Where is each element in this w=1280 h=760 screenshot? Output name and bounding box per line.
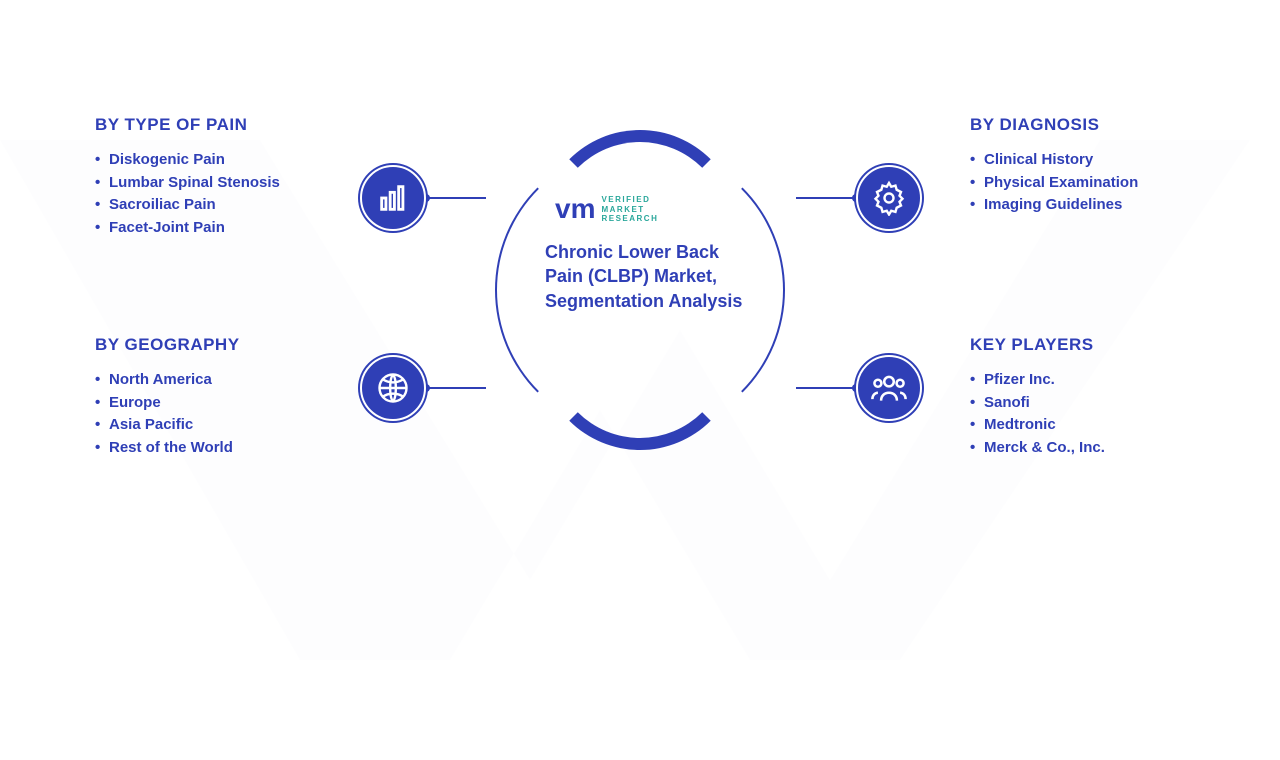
segment-title: BY DIAGNOSIS [970, 115, 1200, 135]
list-item: Clinical History [970, 149, 1200, 172]
logo-mark: vm [555, 195, 595, 223]
segment-list: Diskogenic Pain Lumbar Spinal Stenosis S… [95, 149, 325, 239]
gear-icon [856, 165, 922, 231]
list-item: Sanofi [970, 392, 1200, 415]
connector-tr [796, 197, 856, 199]
connector-br [796, 387, 856, 389]
list-item: Medtronic [970, 414, 1200, 437]
list-item: Imaging Guidelines [970, 194, 1200, 217]
segment-diagnosis: BY DIAGNOSIS Clinical History Physical E… [970, 115, 1200, 217]
list-item: Lumbar Spinal Stenosis [95, 172, 325, 195]
segment-title: KEY PLAYERS [970, 335, 1200, 355]
segment-key-players: KEY PLAYERS Pfizer Inc. Sanofi Medtronic… [970, 335, 1200, 459]
segment-type-of-pain: BY TYPE OF PAIN Diskogenic Pain Lumbar S… [95, 115, 325, 239]
list-item: Facet-Joint Pain [95, 217, 325, 240]
segment-title: BY TYPE OF PAIN [95, 115, 325, 135]
globe-icon [360, 355, 426, 421]
segment-geography: BY GEOGRAPHY North America Europe Asia P… [95, 335, 325, 459]
segment-list: North America Europe Asia Pacific Rest o… [95, 369, 325, 459]
connector-bl [426, 387, 486, 389]
list-item: North America [95, 369, 325, 392]
vmr-logo: vm VERIFIED MARKET RESEARCH [555, 195, 658, 224]
segment-list: Clinical History Physical Examination Im… [970, 149, 1200, 217]
list-item: Asia Pacific [95, 414, 325, 437]
infographic-root: vm VERIFIED MARKET RESEARCH Chronic Lowe… [0, 0, 1280, 720]
list-item: Sacroiliac Pain [95, 194, 325, 217]
list-item: Europe [95, 392, 325, 415]
logo-text: VERIFIED MARKET RESEARCH [601, 195, 658, 224]
center-hub: vm VERIFIED MARKET RESEARCH Chronic Lowe… [490, 140, 790, 440]
list-item: Merck & Co., Inc. [970, 437, 1200, 460]
center-title: Chronic Lower Back Pain (CLBP) Market, S… [545, 240, 745, 313]
list-item: Physical Examination [970, 172, 1200, 195]
bar-chart-icon [360, 165, 426, 231]
list-item: Diskogenic Pain [95, 149, 325, 172]
list-item: Rest of the World [95, 437, 325, 460]
list-item: Pfizer Inc. [970, 369, 1200, 392]
segment-list: Pfizer Inc. Sanofi Medtronic Merck & Co.… [970, 369, 1200, 459]
connector-tl [426, 197, 486, 199]
segment-title: BY GEOGRAPHY [95, 335, 325, 355]
people-icon [856, 355, 922, 421]
